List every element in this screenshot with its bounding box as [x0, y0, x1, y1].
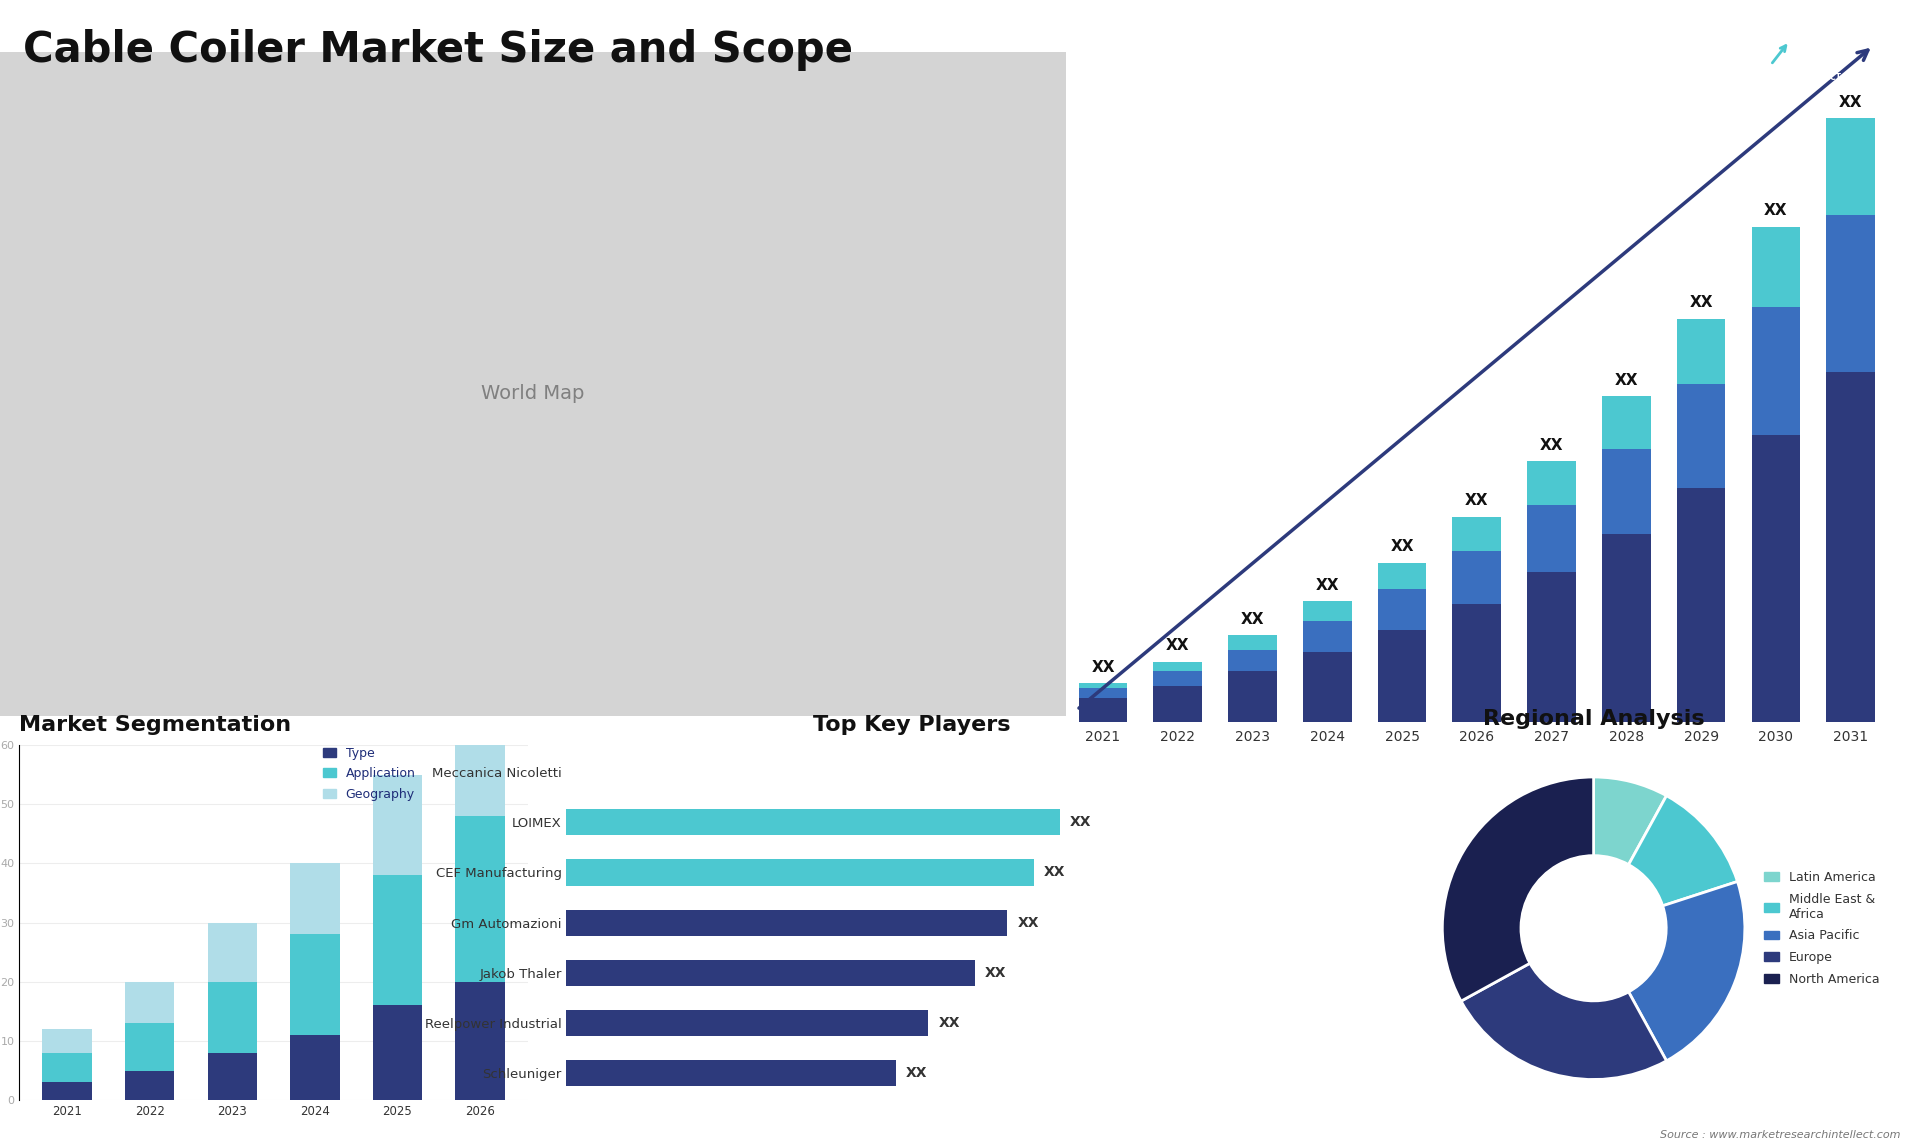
Legend: Latin America, Middle East &
Africa, Asia Pacific, Europe, North America: Latin America, Middle East & Africa, Asi…: [1759, 865, 1884, 991]
Bar: [1304, 602, 1352, 621]
Bar: [125, 1023, 175, 1070]
Bar: [42, 1029, 92, 1053]
Text: XX: XX: [1690, 296, 1713, 311]
Bar: [1826, 371, 1876, 722]
Bar: [1453, 517, 1501, 550]
Text: XX: XX: [1044, 865, 1066, 879]
Text: XX: XX: [1540, 438, 1563, 453]
Bar: [207, 923, 257, 982]
Text: XX: XX: [1764, 204, 1788, 219]
Text: XX: XX: [985, 966, 1006, 980]
Text: XX: XX: [1091, 660, 1116, 675]
Bar: [455, 698, 505, 816]
Bar: [1304, 652, 1352, 722]
Bar: [1079, 683, 1127, 688]
Bar: [1154, 672, 1202, 685]
Bar: [372, 775, 422, 876]
Bar: [1079, 698, 1127, 722]
Text: XX: XX: [1839, 95, 1862, 110]
Bar: [1154, 661, 1202, 672]
Wedge shape: [1628, 795, 1738, 905]
Text: MARKET
RESEARCH
INTELLECT: MARKET RESEARCH INTELLECT: [1795, 48, 1841, 83]
Text: XX: XX: [939, 1015, 960, 1029]
Legend: Type, Application, Geography: Type, Application, Geography: [321, 744, 419, 803]
Text: World Map: World Map: [482, 384, 584, 403]
Text: XX: XX: [1390, 539, 1413, 555]
Text: Source : www.marketresearchintellect.com: Source : www.marketresearchintellect.com: [1661, 1130, 1901, 1140]
Bar: [42, 1082, 92, 1100]
Bar: [455, 816, 505, 982]
Bar: [455, 982, 505, 1100]
Bar: [372, 876, 422, 1005]
Text: XX: XX: [1165, 638, 1190, 653]
Text: XX: XX: [1069, 816, 1091, 830]
Bar: [1379, 630, 1427, 722]
Bar: [1526, 504, 1576, 572]
Bar: [566, 1060, 895, 1085]
Bar: [566, 809, 1060, 835]
Text: Cable Coiler Market Size and Scope: Cable Coiler Market Size and Scope: [23, 29, 852, 71]
Bar: [1601, 397, 1651, 449]
Bar: [42, 1053, 92, 1082]
Title: Regional Analysis: Regional Analysis: [1482, 709, 1705, 729]
Bar: [1526, 461, 1576, 504]
Bar: [1229, 635, 1277, 650]
Wedge shape: [1442, 777, 1594, 1002]
Bar: [1379, 589, 1427, 630]
Bar: [1379, 563, 1427, 589]
Bar: [125, 982, 175, 1023]
Bar: [1751, 434, 1801, 722]
Bar: [566, 910, 1008, 935]
Bar: [1676, 488, 1726, 722]
Bar: [372, 1005, 422, 1100]
Wedge shape: [1461, 964, 1667, 1080]
Bar: [1751, 307, 1801, 434]
Bar: [1826, 118, 1876, 215]
Text: Market Segmentation: Market Segmentation: [19, 715, 292, 735]
Bar: [1601, 449, 1651, 534]
Circle shape: [1521, 856, 1667, 1000]
Bar: [290, 934, 340, 1035]
Bar: [1453, 604, 1501, 722]
Bar: [1751, 227, 1801, 307]
Bar: [1453, 550, 1501, 604]
Bar: [207, 1053, 257, 1100]
Bar: [566, 860, 1033, 886]
Bar: [1676, 384, 1726, 488]
Text: XX: XX: [1615, 372, 1638, 387]
Bar: [566, 1010, 929, 1036]
Bar: [290, 1035, 340, 1100]
Bar: [1304, 621, 1352, 652]
Bar: [1229, 650, 1277, 672]
Bar: [566, 959, 975, 986]
Bar: [1526, 572, 1576, 722]
Wedge shape: [1628, 881, 1745, 1061]
Bar: [207, 982, 257, 1053]
Text: XX: XX: [1018, 916, 1039, 929]
Bar: [1079, 688, 1127, 698]
Title: Top Key Players: Top Key Players: [814, 715, 1010, 735]
Bar: [1154, 685, 1202, 722]
Bar: [1676, 319, 1726, 384]
Bar: [1601, 534, 1651, 722]
Bar: [1229, 672, 1277, 722]
Wedge shape: [1594, 777, 1667, 864]
Text: XX: XX: [1315, 578, 1338, 592]
Text: XX: XX: [1240, 612, 1263, 627]
Bar: [290, 863, 340, 934]
Bar: [1826, 215, 1876, 371]
Text: XX: XX: [906, 1066, 927, 1080]
Bar: [125, 1070, 175, 1100]
Text: XX: XX: [1465, 493, 1488, 509]
